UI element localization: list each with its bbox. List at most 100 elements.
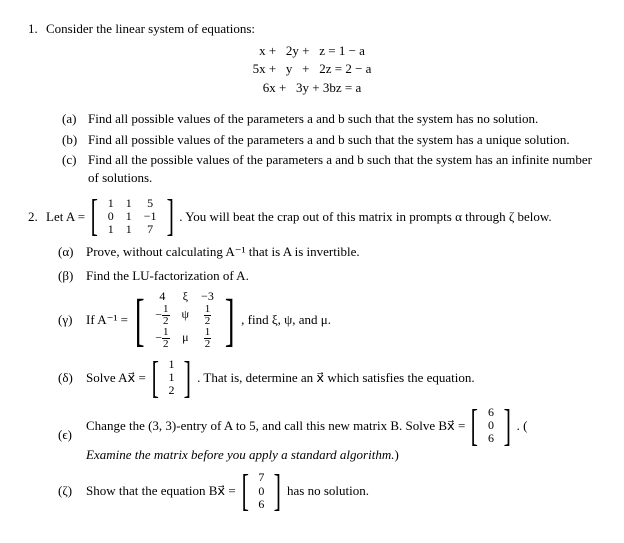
cell: 0 — [252, 485, 270, 498]
part-label: (γ) — [58, 311, 86, 329]
q1-equations: x + 2y + z = 1 − a 5x + y + 2z = 2 − a 6… — [28, 42, 596, 97]
cell: −12 — [149, 327, 175, 350]
q1-c: (c) Find all the possible values of the … — [62, 151, 596, 186]
eps-tail: Examine the matrix before you apply a st… — [86, 446, 394, 464]
eps-post: . ( — [517, 417, 528, 435]
bracket-right-icon: ] — [504, 406, 511, 446]
zeta-body: Show that the equation Bx⃗ = [ 7 0 6 ] h… — [86, 471, 369, 511]
vector-table: 6 0 6 — [482, 406, 500, 446]
q2-gamma: (γ) If A⁻¹ = [ 4 ξ −3 −12 ψ 12 — [58, 290, 596, 349]
vector-delta: [ 1 1 2 ] — [148, 358, 195, 398]
question-1: 1. Consider the linear system of equatio… — [28, 20, 596, 186]
cell: 1 — [120, 210, 138, 223]
eq-line: x + 2y + z = 1 − a — [28, 42, 596, 60]
q2-subparts: (α) Prove, without calculating A⁻¹ that … — [58, 242, 596, 513]
zeta-post: has no solution. — [287, 482, 369, 500]
q1-intro: Consider the linear system of equations: — [46, 20, 255, 38]
cell: μ — [176, 327, 196, 350]
cell: ψ — [176, 304, 196, 327]
q1-subparts: (a) Find all possible values of the para… — [62, 110, 596, 186]
part-label: (ϵ) — [58, 426, 86, 444]
part-label: (α) — [58, 243, 86, 261]
q1-a: (a) Find all possible values of the para… — [62, 110, 596, 128]
bracket-left-icon: [ — [471, 406, 478, 446]
part-label: (β) — [58, 267, 86, 285]
cell: 6 — [252, 498, 270, 511]
bracket-left-icon: [ — [135, 295, 145, 345]
cell: 1 — [162, 358, 180, 371]
matrix-Ainv: [ 4 ξ −3 −12 ψ 12 −12 — [130, 290, 239, 349]
bracket-left-icon: [ — [91, 196, 98, 236]
part-label: (a) — [62, 110, 88, 128]
gamma-post: , find ξ, ψ, and μ. — [241, 311, 331, 329]
gamma-body: If A⁻¹ = [ 4 ξ −3 −12 ψ 12 — [86, 290, 331, 349]
vector-eps: [ 6 0 6 ] — [467, 406, 514, 446]
cell: 7 — [138, 223, 163, 236]
part-text: Prove, without calculating A⁻¹ that is A… — [86, 243, 360, 261]
frac-n: 1 — [162, 304, 170, 316]
bracket-right-icon: ] — [184, 358, 191, 398]
matrix-A-table: 115 01−1 117 — [102, 197, 163, 237]
vector-zeta: [ 7 0 6 ] — [238, 471, 285, 511]
part-label: (ζ) — [58, 482, 86, 500]
part-label: (b) — [62, 131, 88, 149]
frac-n: 1 — [204, 304, 212, 316]
bracket-right-icon: ] — [166, 196, 173, 236]
cell: −12 — [149, 304, 175, 327]
zeta-pre: Show that the equation Bx⃗ = — [86, 482, 236, 500]
cell: ξ — [176, 290, 196, 303]
cell: 12 — [195, 327, 220, 350]
frac-n: 1 — [162, 327, 170, 339]
cell: 0 — [102, 210, 120, 223]
vector-table: 1 1 2 — [162, 358, 180, 398]
bracket-left-icon: [ — [241, 471, 248, 511]
q2-header: 2. Let A = [ 115 01−1 117 ] . You will b… — [28, 196, 552, 236]
bracket-right-icon: ] — [225, 295, 235, 345]
part-text: Find all possible values of the paramete… — [88, 131, 570, 149]
part-text: Find all possible values of the paramete… — [88, 110, 538, 128]
q2-pre: Let A = — [46, 208, 85, 226]
delta-body: Solve Ax⃗ = [ 1 1 2 ] . That is, determi… — [86, 358, 475, 398]
part-label: (c) — [62, 151, 88, 186]
eps-body: Change the (3, 3)-entry of A to 5, and c… — [86, 406, 596, 464]
eps-tail2: ) — [394, 446, 398, 464]
part-text: Find all the possible values of the para… — [88, 151, 596, 186]
frac-d: 2 — [162, 316, 170, 327]
q1-header: 1. Consider the linear system of equatio… — [28, 20, 596, 38]
frac-d: 2 — [204, 316, 212, 327]
cell: 6 — [482, 432, 500, 445]
q1-number: 1. — [28, 20, 46, 38]
cell: −3 — [195, 290, 220, 303]
matrix-A: [ 115 01−1 117 ] — [87, 196, 177, 236]
q2-post: . You will beat the crap out of this mat… — [179, 208, 551, 226]
frac-n: 1 — [204, 327, 212, 339]
question-2: 2. Let A = [ 115 01−1 117 ] . You will b… — [28, 196, 596, 513]
bracket-left-icon: [ — [151, 358, 158, 398]
cell: 1 — [120, 223, 138, 236]
gamma-pre: If A⁻¹ = — [86, 311, 128, 329]
cell: 12 — [195, 304, 220, 327]
cell: 2 — [162, 384, 180, 397]
cell: −1 — [138, 210, 163, 223]
q1-b: (b) Find all possible values of the para… — [62, 131, 596, 149]
q2-zeta: (ζ) Show that the equation Bx⃗ = [ 7 0 6… — [58, 469, 596, 513]
q2-delta: (δ) Solve Ax⃗ = [ 1 1 2 ] . That is, det… — [58, 356, 596, 400]
eps-pre: Change the (3, 3)-entry of A to 5, and c… — [86, 417, 465, 435]
frac-d: 2 — [162, 339, 170, 350]
frac-d: 2 — [204, 339, 212, 350]
cell: 7 — [252, 471, 270, 484]
cell: 1 — [120, 197, 138, 210]
delta-pre: Solve Ax⃗ = — [86, 369, 146, 387]
q2-alpha: (α) Prove, without calculating A⁻¹ that … — [58, 242, 596, 260]
eq-line: 5x + y + 2z = 2 − a — [28, 60, 596, 78]
vector-table: 7 0 6 — [252, 471, 270, 511]
part-label: (δ) — [58, 369, 86, 387]
cell: 5 — [138, 197, 163, 210]
bracket-right-icon: ] — [274, 471, 281, 511]
q2-number: 2. — [28, 208, 46, 226]
q2-eps: (ϵ) Change the (3, 3)-entry of A to 5, a… — [58, 406, 596, 464]
cell: 1 — [102, 223, 120, 236]
matrix-Ainv-table: 4 ξ −3 −12 ψ 12 −12 μ 12 — [149, 290, 220, 349]
cell: 1 — [102, 197, 120, 210]
eq-line: 6x + 3y + 3bz = a — [28, 79, 596, 97]
